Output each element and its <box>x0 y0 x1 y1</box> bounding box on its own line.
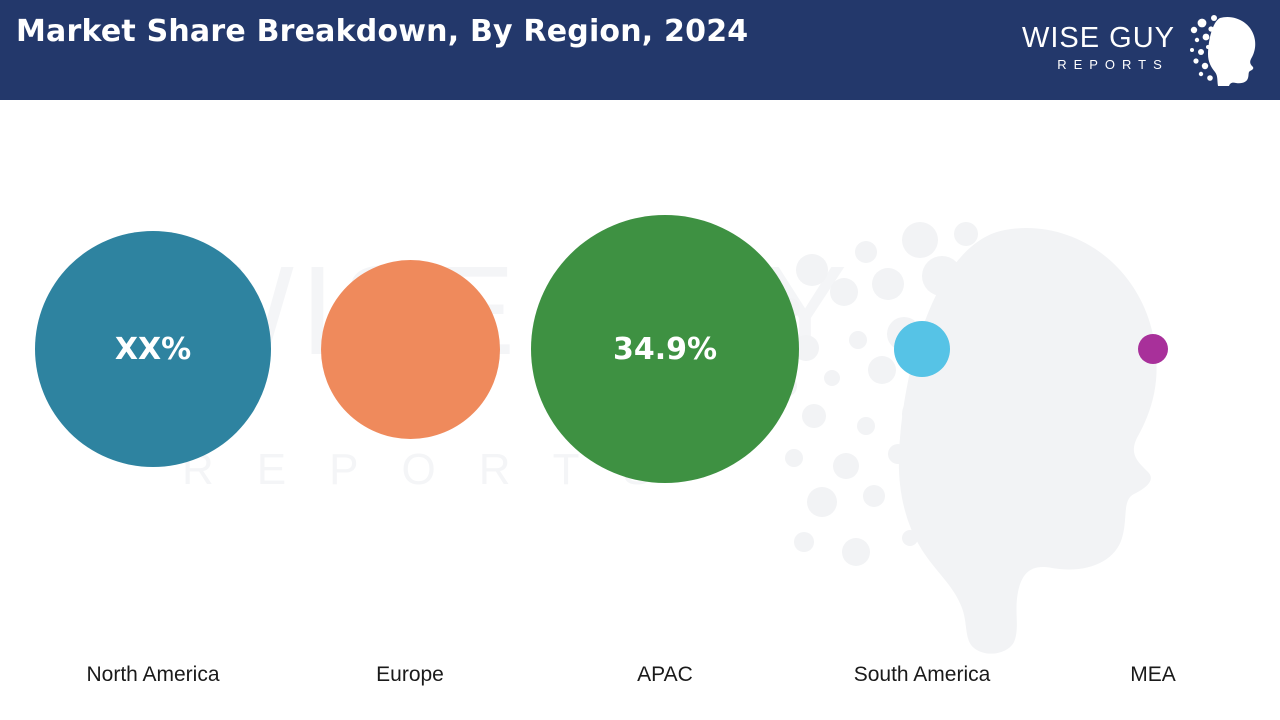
logo-wordmark: WISE GUY <box>1022 22 1176 54</box>
bubble-value-label-apac: 34.9% <box>612 331 718 367</box>
category-label-mea: MEA <box>1130 663 1176 686</box>
page-title: Market Share Breakdown, By Region, 2024 <box>16 14 749 49</box>
category-label-europe: Europe <box>376 663 444 686</box>
bubble-europe[interactable] <box>320 259 500 439</box>
bubble-north-america[interactable]: XX% <box>35 231 271 467</box>
bubble-value-label-north-america: XX% <box>114 331 192 367</box>
dotted-head-profile-icon <box>1190 15 1256 87</box>
bubble-series: XX% 34.9% <box>0 100 1280 720</box>
bubble-mea[interactable] <box>1138 334 1168 364</box>
bubble-apac[interactable]: 34.9% <box>531 215 799 483</box>
page-header: Market Share Breakdown, By Region, 2024 … <box>0 0 1280 100</box>
bubble-south-america[interactable] <box>894 321 950 377</box>
category-axis: North America Europe APAC South America … <box>0 663 1280 703</box>
brand-logo: WISE GUY REPORTS <box>1022 10 1262 90</box>
category-label-apac: APAC <box>637 663 693 686</box>
category-label-north-america: North America <box>86 663 220 686</box>
logo-subtitle: REPORTS <box>1057 57 1169 72</box>
chart-canvas: WISE GUY REPORTS <box>0 100 1280 720</box>
category-label-south-america: South America <box>853 663 991 686</box>
